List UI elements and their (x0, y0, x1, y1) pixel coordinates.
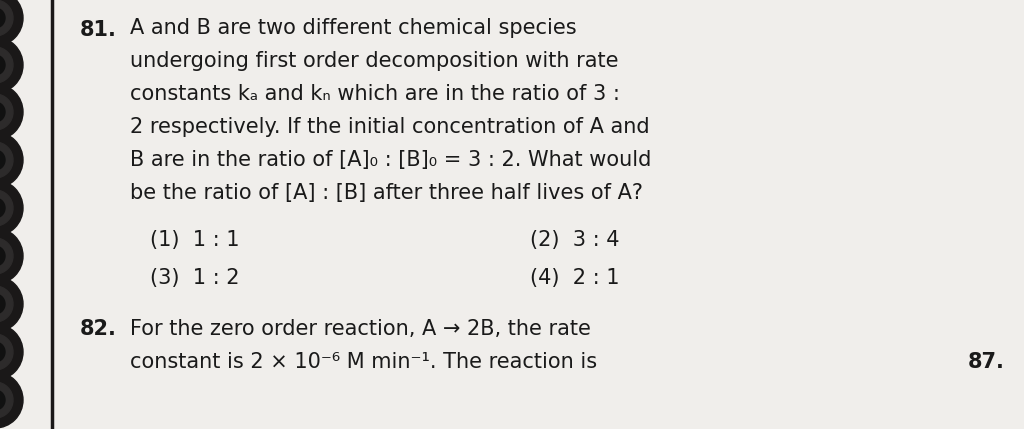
Circle shape (0, 390, 5, 410)
Circle shape (0, 198, 5, 218)
Circle shape (0, 382, 13, 418)
Text: 81.: 81. (80, 20, 117, 40)
Circle shape (0, 334, 13, 370)
Text: be the ratio of [A] : [B] after three half lives of A?: be the ratio of [A] : [B] after three ha… (130, 183, 643, 203)
Circle shape (0, 190, 13, 226)
Text: constant is 2 × 10⁻⁶ M min⁻¹. The reaction is: constant is 2 × 10⁻⁶ M min⁻¹. The reacti… (130, 352, 597, 372)
Circle shape (0, 132, 23, 188)
Text: (2)  3 : 4: (2) 3 : 4 (530, 230, 620, 250)
Text: undergoing first order decomposition with rate: undergoing first order decomposition wit… (130, 51, 618, 71)
Text: constants kₐ and kₙ which are in the ratio of 3 :: constants kₐ and kₙ which are in the rat… (130, 84, 620, 104)
Circle shape (0, 276, 23, 332)
Circle shape (0, 342, 5, 362)
Text: 82.: 82. (80, 319, 117, 339)
Circle shape (0, 142, 13, 178)
Circle shape (0, 0, 13, 36)
Circle shape (0, 238, 13, 274)
Text: (3)  1 : 2: (3) 1 : 2 (150, 268, 240, 288)
Circle shape (0, 102, 5, 122)
Text: (4)  2 : 1: (4) 2 : 1 (530, 268, 620, 288)
Circle shape (0, 294, 5, 314)
Circle shape (0, 0, 23, 46)
Circle shape (0, 180, 23, 236)
Text: 87.: 87. (968, 352, 1005, 372)
Circle shape (0, 324, 23, 380)
Text: 2 respectively. If the initial concentration of A and: 2 respectively. If the initial concentra… (130, 117, 649, 137)
Circle shape (0, 84, 23, 140)
Circle shape (0, 55, 5, 75)
Circle shape (0, 37, 23, 93)
Circle shape (0, 47, 13, 83)
Circle shape (0, 228, 23, 284)
Circle shape (0, 286, 13, 322)
Text: For the zero order reaction, A → 2B, the rate: For the zero order reaction, A → 2B, the… (130, 319, 591, 339)
Circle shape (0, 8, 5, 28)
Circle shape (0, 372, 23, 428)
Text: (1)  1 : 1: (1) 1 : 1 (150, 230, 240, 250)
Text: A and B are two different chemical species: A and B are two different chemical speci… (130, 18, 577, 38)
Text: B are in the ratio of [A]₀ : [B]₀ = 3 : 2. What would: B are in the ratio of [A]₀ : [B]₀ = 3 : … (130, 150, 651, 170)
Circle shape (0, 94, 13, 130)
Circle shape (0, 246, 5, 266)
Circle shape (0, 150, 5, 170)
